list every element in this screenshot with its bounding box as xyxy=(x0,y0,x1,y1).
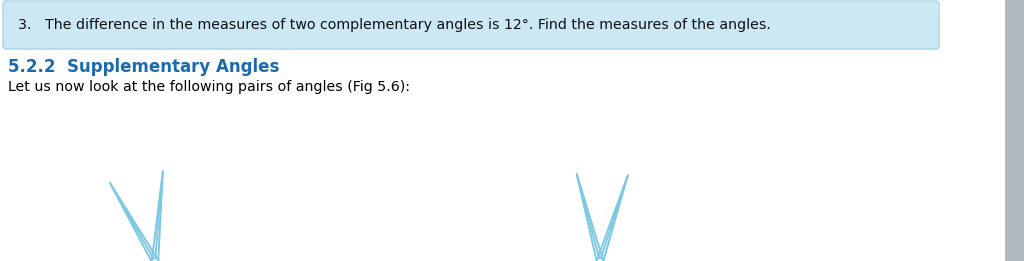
Text: 3.   The difference in the measures of two complementary angles is 12°. Find the: 3. The difference in the measures of two… xyxy=(18,18,771,32)
Text: 5.2.2  Supplementary Angles: 5.2.2 Supplementary Angles xyxy=(8,58,280,76)
Text: Let us now look at the following pairs of angles (Fig 5.6):: Let us now look at the following pairs o… xyxy=(8,80,410,94)
FancyBboxPatch shape xyxy=(3,1,939,49)
Bar xyxy=(1005,0,1024,261)
